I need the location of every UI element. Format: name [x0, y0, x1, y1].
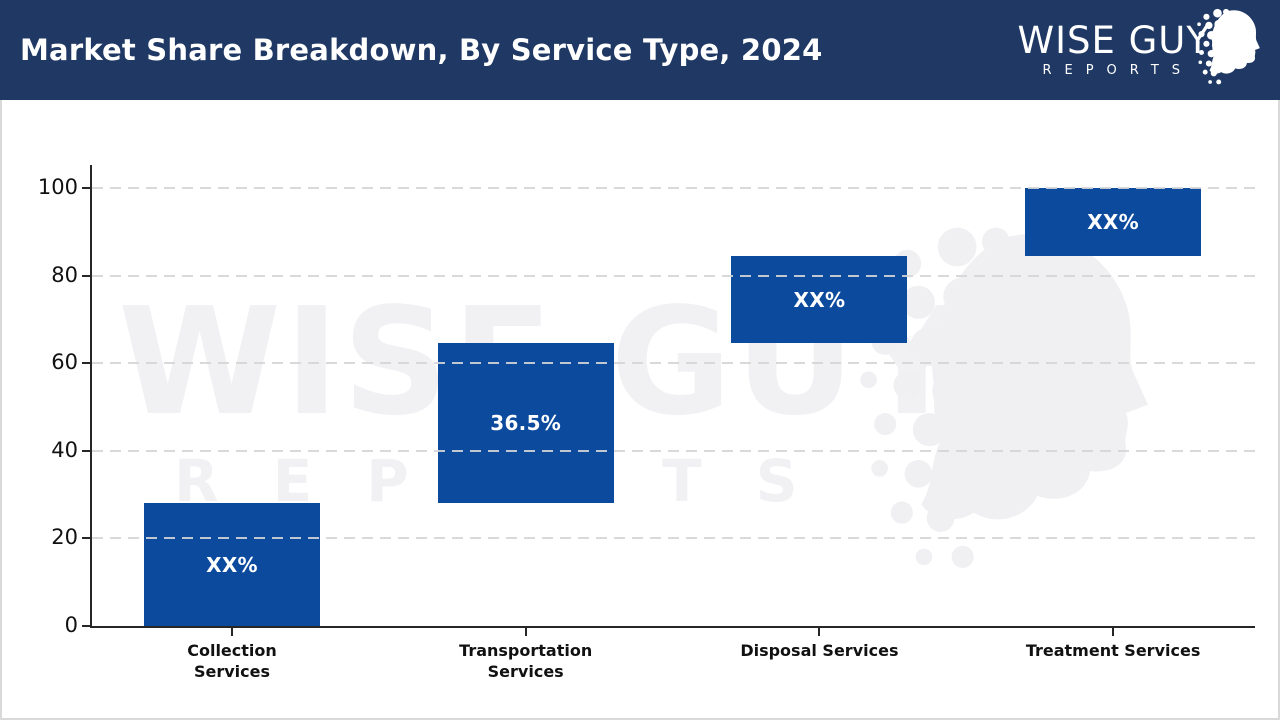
y-tick-label: 40: [51, 437, 78, 462]
page-title: Market Share Breakdown, By Service Type,…: [20, 33, 823, 67]
y-tick-label: 60: [51, 350, 78, 375]
y-tick-mark: [82, 187, 91, 189]
face-profile-logo-icon: [1195, 8, 1260, 85]
y-tick-mark: [82, 449, 91, 452]
y-tick-mark: [82, 625, 91, 627]
gridline: [92, 274, 1255, 277]
logo-wordmark-main: WISE GUY: [1017, 19, 1210, 62]
x-category-label: Collection Services: [187, 641, 277, 682]
y-tick-label: 100: [37, 175, 78, 199]
logo-wordmark: WISE GUY REPORTS: [1018, 22, 1210, 78]
bar-value-label: XX%: [793, 287, 846, 312]
chart-canvas: WISE GUY REPORTS 020406080100XX%Collecti…: [0, 100, 1280, 720]
y-tick-mark: [82, 362, 91, 365]
y-tick-label: 0: [64, 613, 78, 637]
bar-disposal-services: XX%: [731, 255, 908, 344]
x-category-label: Treatment Services: [1025, 641, 1201, 660]
x-tick-mark: [818, 628, 821, 636]
gridline: [92, 537, 1255, 540]
x-category-label: Disposal Services: [740, 641, 899, 660]
watermark-face-icon: [860, 227, 1149, 568]
y-tick-label: 80: [51, 262, 78, 287]
x-tick-mark: [524, 628, 527, 636]
y-tick-label: 20: [51, 525, 78, 550]
x-axis-line: [90, 626, 1255, 628]
logo-wordmark-sub: REPORTS: [1042, 63, 1194, 78]
gridline: [92, 362, 1255, 365]
x-tick-mark: [1112, 628, 1115, 636]
plot-area: 0 20 40 60 80 100 XX% Collection Services 36.5% T…: [2, 100, 1278, 718]
bar-collection-services: XX%: [144, 503, 320, 626]
gridline: [92, 449, 1255, 452]
header-bar: Market Share Breakdown, By Service Type,…: [0, 0, 1280, 100]
bar-value-label: XX%: [206, 552, 258, 577]
y-tick-mark: [82, 274, 91, 277]
x-tick-mark: [231, 628, 233, 636]
gridline: [92, 187, 1255, 189]
y-tick-mark: [82, 537, 91, 540]
bar-value-label: 36.5%: [490, 411, 562, 436]
brand-logo: WISE GUY REPORTS: [1018, 7, 1268, 93]
bar-transportation-services: 36.5%: [437, 343, 614, 504]
x-category-label: Transportation Services: [459, 641, 593, 682]
bar-value-label: XX%: [1087, 209, 1139, 234]
y-axis-line: [90, 165, 92, 628]
bar-treatment-services: XX%: [1025, 188, 1202, 256]
